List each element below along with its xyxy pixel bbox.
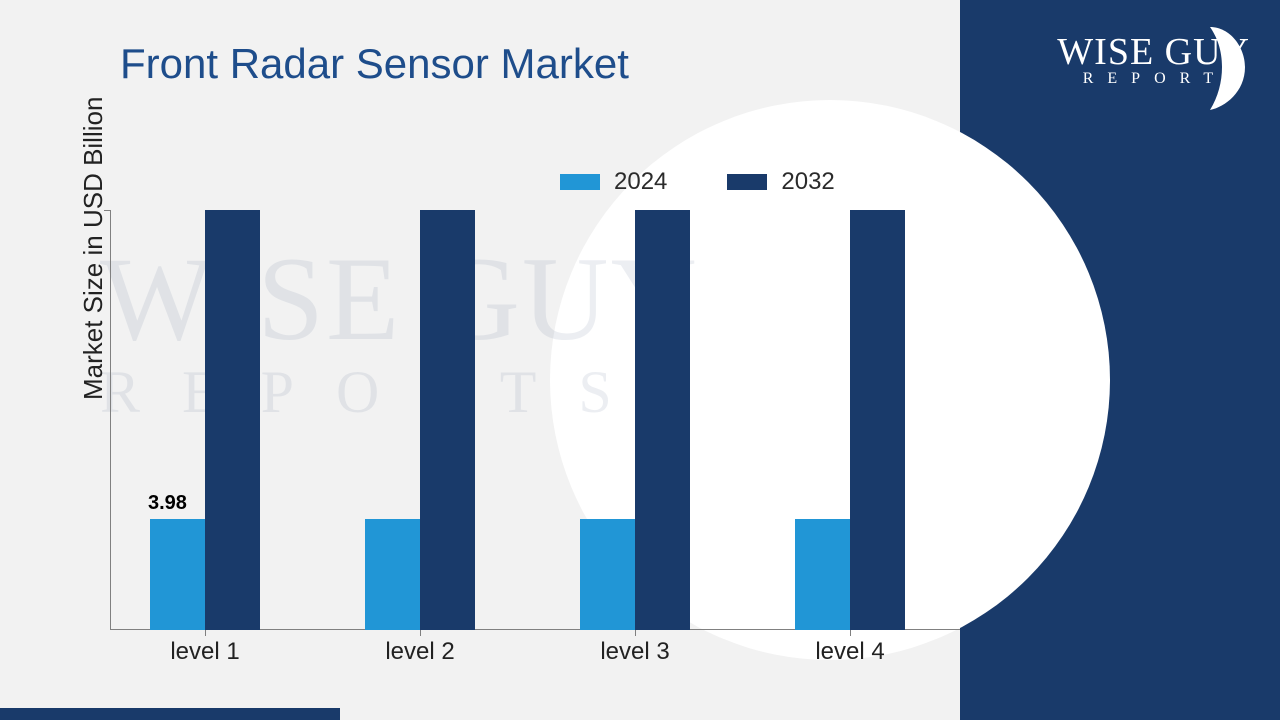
legend-swatch-2024 (560, 174, 600, 190)
brand-logo-text: WISE GUY REPORTS (1057, 30, 1250, 88)
plot-area: level 1level 2level 3level 43.98 (110, 210, 960, 630)
category-label: level 3 (600, 638, 669, 666)
category-label: level 4 (815, 638, 884, 666)
bar-2024-level-1 (150, 519, 205, 630)
bar-2032-level-1 (205, 210, 260, 630)
bottom-accent-bar (0, 708, 340, 720)
legend-item-2032: 2032 (727, 168, 834, 196)
x-tick (205, 630, 206, 636)
bar-2024-level-4 (795, 519, 850, 630)
legend-label-2032: 2032 (781, 168, 834, 196)
bar-2032-level-2 (420, 210, 475, 630)
category-label: level 2 (385, 638, 454, 666)
legend-label-2024: 2024 (614, 168, 667, 196)
legend-swatch-2032 (727, 174, 767, 190)
bars-container: level 1level 2level 3level 43.98 (110, 210, 960, 630)
legend-item-2024: 2024 (560, 168, 667, 196)
legend: 2024 2032 (560, 168, 835, 196)
bar-2024-level-2 (365, 519, 420, 630)
y-axis-label: Market Size in USD Billion (78, 97, 109, 400)
y-tick (104, 210, 110, 211)
bar-2032-level-3 (635, 210, 690, 630)
x-tick (850, 630, 851, 636)
x-tick (420, 630, 421, 636)
value-label: 3.98 (148, 492, 187, 515)
chart-title: Front Radar Sensor Market (120, 40, 629, 88)
brand-line1: WISE GUY (1057, 30, 1250, 74)
category-label: level 1 (170, 638, 239, 666)
x-tick (635, 630, 636, 636)
bar-2032-level-4 (850, 210, 905, 630)
brand-line2: REPORTS (1057, 70, 1250, 88)
bar-2024-level-3 (580, 519, 635, 630)
